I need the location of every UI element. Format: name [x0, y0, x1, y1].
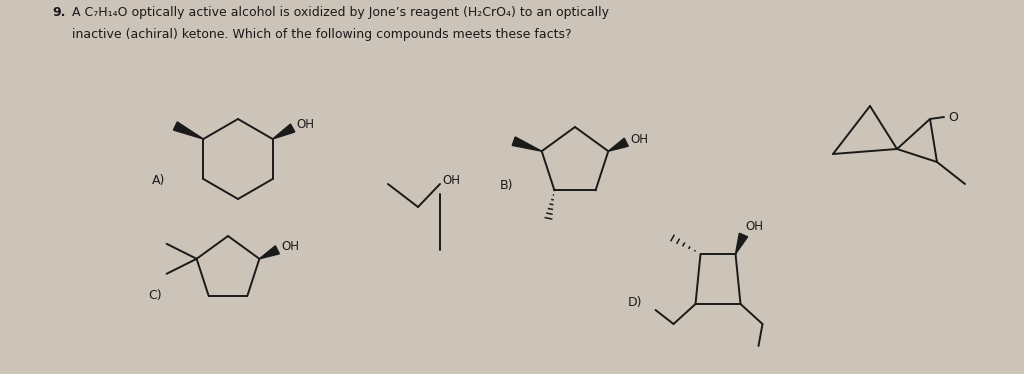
Text: O: O: [948, 110, 957, 123]
Text: OH: OH: [282, 240, 299, 253]
Text: 9.: 9.: [52, 6, 66, 19]
Text: B): B): [500, 179, 513, 192]
Text: C): C): [148, 289, 162, 302]
Text: A): A): [152, 174, 165, 187]
Polygon shape: [272, 124, 295, 139]
Polygon shape: [735, 233, 748, 254]
Text: OH: OH: [297, 119, 314, 132]
Polygon shape: [259, 246, 280, 259]
Text: inactive (achiral) ketone. Which of the following compounds meets these facts?: inactive (achiral) ketone. Which of the …: [72, 28, 571, 41]
Polygon shape: [512, 137, 542, 151]
Text: A C₇H₁₄O optically active alcohol is oxidized by Jone’s reagent (H₂CrO₄) to an o: A C₇H₁₄O optically active alcohol is oxi…: [72, 6, 609, 19]
Text: OH: OH: [442, 174, 460, 187]
Text: OH: OH: [631, 133, 648, 146]
Polygon shape: [608, 138, 629, 151]
Text: OH: OH: [745, 220, 764, 233]
Text: D): D): [628, 296, 642, 309]
Polygon shape: [173, 122, 204, 139]
